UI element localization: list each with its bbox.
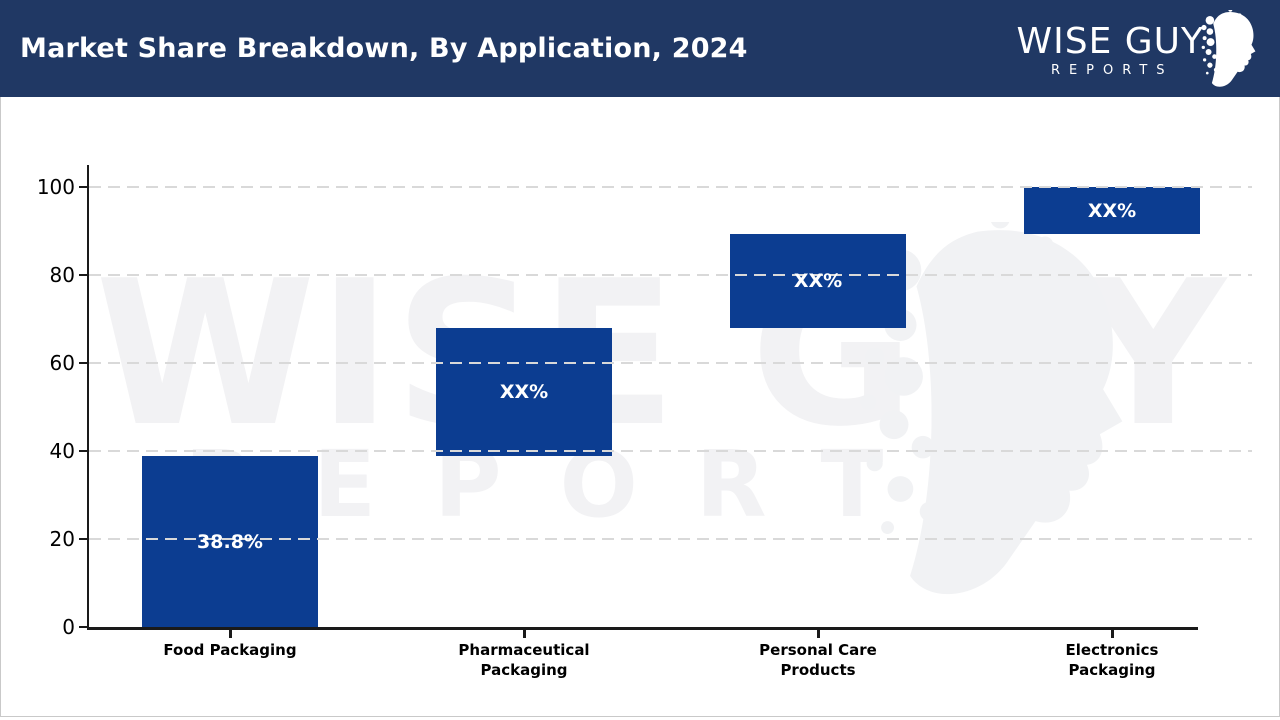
brand-logo: WISE GUY REPORTS — [1017, 8, 1267, 92]
brand-subtitle: REPORTS — [1050, 62, 1174, 78]
page-title: Market Share Breakdown, By Application, … — [20, 33, 748, 64]
header-bar: Market Share Breakdown, By Application, … — [0, 0, 1280, 97]
brand-name: WISE GUY — [1016, 20, 1204, 62]
brand-text: WISE GUY REPORTS — [1016, 20, 1205, 78]
brand-face-icon — [1201, 10, 1256, 87]
chart-panel — [0, 97, 1280, 717]
